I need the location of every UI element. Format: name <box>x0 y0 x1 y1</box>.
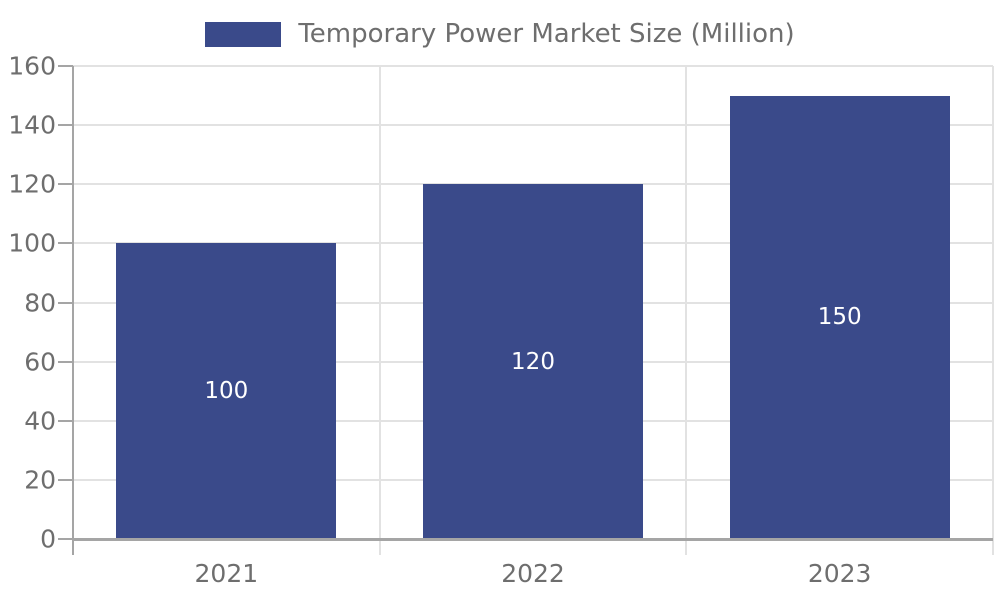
legend-label: Temporary Power Market Size (Million) <box>298 19 795 49</box>
gridline-horizontal <box>73 124 993 127</box>
y-tick-label: 160 <box>8 51 56 81</box>
x-axis-line <box>73 538 993 541</box>
y-tick-label: 100 <box>8 228 56 258</box>
bar-2021: 100 <box>116 243 337 539</box>
bar-value-label: 150 <box>817 304 862 331</box>
y-tick-label: 40 <box>24 406 56 436</box>
y-tick-mark <box>58 478 73 481</box>
y-tick-mark <box>58 301 73 304</box>
y-tick-label: 20 <box>24 465 56 495</box>
y-tick-mark <box>58 360 73 363</box>
gridline-vertical <box>685 66 688 555</box>
gridline-vertical <box>378 66 381 555</box>
gridline-horizontal <box>73 65 993 67</box>
y-tick-label: 80 <box>24 288 56 317</box>
x-tick-label-2021: 2021 <box>194 559 259 588</box>
bar-2023: 150 <box>729 95 950 539</box>
chart-legend: Temporary Power Market Size (Million) <box>0 19 1000 49</box>
bar-value-label: 120 <box>511 348 555 375</box>
x-tick-label-2022: 2022 <box>501 559 565 588</box>
y-tick-label: 0 <box>40 524 56 554</box>
y-tick-mark <box>58 242 73 245</box>
y-tick-label: 120 <box>8 169 56 199</box>
gridline-vertical <box>992 66 994 555</box>
y-tick-mark <box>58 538 73 540</box>
bar-2022: 120 <box>423 184 643 539</box>
legend-swatch <box>205 21 282 47</box>
y-tick-label: 60 <box>24 347 56 377</box>
y-tick-label: 140 <box>8 110 56 140</box>
y-tick-mark <box>58 183 73 186</box>
bar-value-label: 100 <box>204 378 249 405</box>
y-tick-mark <box>58 419 73 422</box>
y-tick-mark <box>58 124 73 127</box>
x-tick-label-2023: 2023 <box>807 559 872 588</box>
y-axis-line <box>72 66 74 555</box>
y-tick-mark <box>58 65 73 67</box>
